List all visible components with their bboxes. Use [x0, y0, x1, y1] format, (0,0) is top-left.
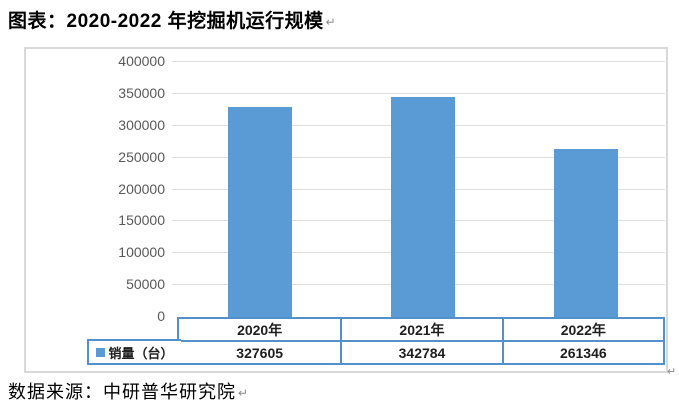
category-cell-2020: 2020年 — [179, 319, 341, 340]
value-cell-2022: 261346 — [501, 340, 663, 363]
data-table: 2020年 2021年 2022年 327605 342784 261346 — [177, 317, 665, 365]
category-cell-2022: 2022年 — [501, 319, 663, 340]
y-tick-label-50000: 50000 — [126, 276, 165, 293]
chart-frame[interactable]: 0 50000 100000 150000 200000 250000 300000 3500… — [24, 47, 676, 378]
paragraph-mark: ↵ — [667, 366, 677, 378]
bar-2022年[interactable] — [553, 149, 618, 318]
gridline-350000 — [172, 92, 665, 94]
category-cell-2021: 2021年 — [340, 319, 502, 340]
y-tick-label-100000: 100000 — [118, 244, 165, 261]
y-tick-label-250000: 250000 — [118, 148, 165, 165]
y-tick-label-200000: 200000 — [118, 180, 165, 197]
y-tick-label-400000: 400000 — [118, 53, 165, 69]
data-source: 数据来源：中研普华研究院 ↵ — [8, 378, 249, 404]
y-tick-label-350000: 350000 — [118, 84, 165, 101]
bar-2021年[interactable] — [391, 97, 455, 318]
y-tick-label-150000: 150000 — [118, 212, 165, 229]
value-cell-2021: 342784 — [340, 340, 502, 363]
gridline-400000 — [172, 61, 665, 62]
value-cell-2020: 327605 — [179, 340, 341, 363]
y-tick-label-0: 0 — [157, 308, 165, 324]
paragraph-mark: ↵ — [238, 386, 250, 401]
chart-title-text: 图表：2020-2022 年挖掘机运行规模 — [8, 11, 324, 32]
y-tick-label-300000: 300000 — [118, 116, 165, 133]
paragraph-mark: ↵ — [325, 14, 337, 29]
chart-title: 图表：2020-2022 年挖掘机运行规模 ↵ — [8, 6, 336, 33]
legend-cell: 销量（台） — [87, 339, 181, 365]
bar-2020年[interactable] — [228, 107, 293, 318]
data-source-text: 数据来源：中研普华研究院 — [8, 382, 236, 402]
legend-label: 销量（台） — [108, 345, 174, 361]
legend-color-swatch-icon — [96, 347, 106, 357]
